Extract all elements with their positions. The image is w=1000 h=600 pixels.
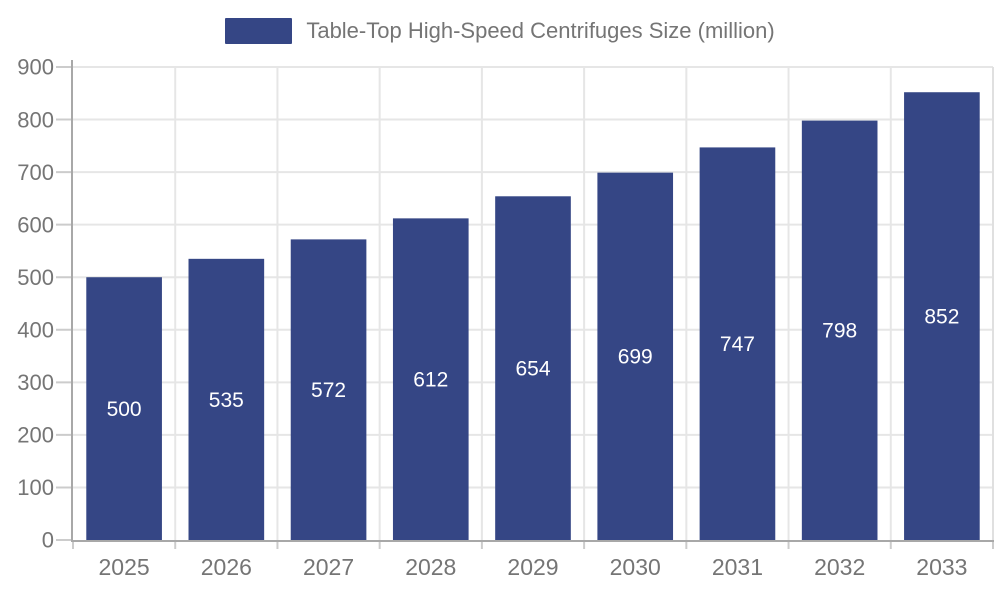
x-axis-tick-label: 2032 [814,554,865,580]
x-axis-tick-label: 2029 [507,554,558,580]
x-axis-tick-label: 2026 [201,554,252,580]
bar [699,147,776,540]
bar [290,239,367,541]
bar [904,92,980,540]
x-axis-tick-label: 2027 [303,554,354,580]
bar-value-label: 500 [107,398,142,421]
y-axis-tick-label: 400 [17,317,54,342]
y-axis-tick-label: 800 [17,107,54,132]
bar-value-label: 798 [822,320,857,343]
legend-item[interactable]: Table-Top High-Speed Centrifuges Size (m… [0,16,1000,46]
x-axis-tick-label: 2030 [610,554,661,580]
bar-value-label: 612 [413,369,448,392]
y-axis-tick-label: 500 [17,265,54,290]
bar [495,196,571,540]
bar-value-label: 572 [311,379,346,402]
legend-swatch [225,18,293,44]
bar-value-label: 852 [924,305,959,328]
x-axis-tick-label: 2028 [405,554,456,580]
bar [392,218,469,541]
bar [86,277,162,540]
legend-label: Table-Top High-Speed Centrifuges Size (m… [306,18,775,43]
y-axis-tick-label: 200 [17,423,54,448]
x-axis-tick-label: 2033 [916,554,967,580]
x-axis-tick-label: 2025 [99,554,150,580]
bar-value-label: 747 [720,333,755,356]
bar [597,172,674,541]
bar-value-label: 654 [515,357,550,380]
y-axis-tick-label: 600 [17,212,54,237]
y-axis-tick-label: 0 [42,528,54,553]
bar-value-label: 699 [618,346,653,369]
x-axis-tick-label: 2031 [712,554,763,580]
y-axis-tick-label: 300 [17,370,54,395]
y-axis-tick-label: 100 [17,475,54,500]
bar-value-label: 535 [209,389,244,412]
y-axis-tick-label: 700 [17,160,54,185]
bar [801,120,878,541]
bar [188,258,265,540]
y-axis-tick-label: 900 [17,55,54,80]
